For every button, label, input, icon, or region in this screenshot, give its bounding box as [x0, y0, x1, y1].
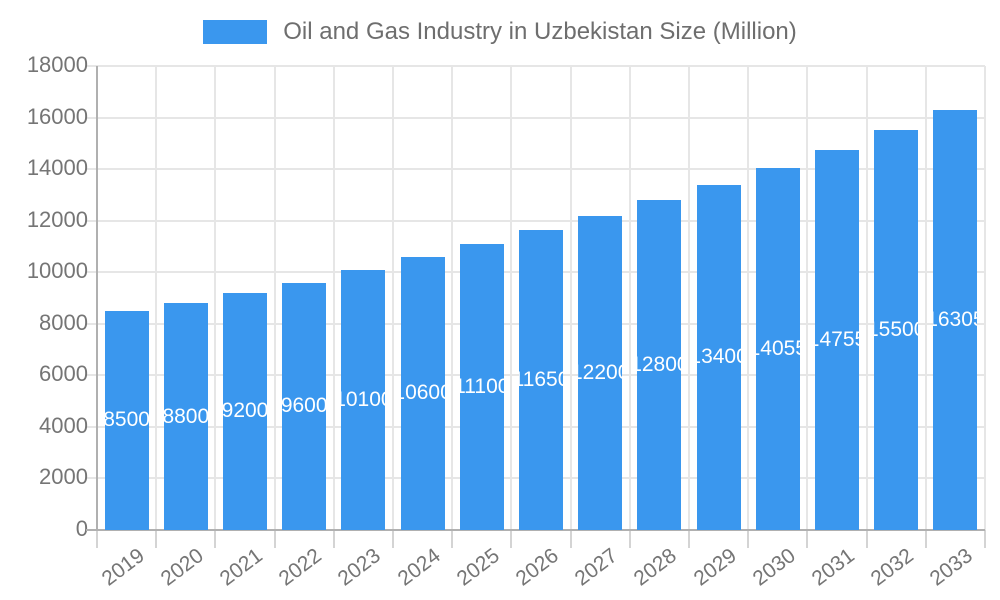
- y-axis-tick-label: 8000: [39, 309, 88, 335]
- x-gridline: [747, 66, 750, 530]
- bar-value-label: 16305: [933, 307, 977, 331]
- x-axis-tick: [510, 530, 513, 548]
- y-axis-tick-label: 10000: [26, 258, 88, 284]
- bar-value-label: 9200: [223, 399, 267, 423]
- x-axis-line: [86, 529, 985, 531]
- bar[interactable]: 10100: [341, 269, 386, 530]
- y-gridline: [86, 65, 985, 67]
- y-gridline: [86, 116, 985, 119]
- x-axis-tick: [865, 530, 868, 548]
- x-gridline: [451, 66, 454, 530]
- x-axis-tick-label: 2021: [215, 544, 267, 591]
- x-axis-tick-label: 2029: [689, 544, 741, 591]
- bar-value-label: 15500: [874, 318, 918, 342]
- x-gridline: [688, 66, 690, 530]
- x-gridline: [214, 66, 217, 530]
- y-axis-tick-label: 16000: [26, 103, 88, 129]
- x-axis-tick: [747, 530, 750, 548]
- x-gridline: [924, 66, 927, 530]
- x-axis-tick: [688, 530, 690, 548]
- bar[interactable]: 9600: [282, 282, 327, 530]
- legend-item-series[interactable]: Oil and Gas Industry in Uzbekistan Size …: [203, 14, 797, 50]
- x-axis-tick: [96, 530, 98, 548]
- x-gridline: [510, 66, 513, 530]
- bar-value-label: 10100: [341, 387, 385, 411]
- y-axis-line: [96, 66, 98, 530]
- bar-value-label: 10600: [401, 381, 445, 405]
- y-axis-tick-label: 0: [75, 516, 88, 541]
- x-axis-tick-label: 2022: [274, 544, 327, 591]
- bar[interactable]: 11650: [519, 229, 563, 530]
- x-axis-tick: [155, 530, 158, 548]
- y-gridline: [86, 168, 985, 171]
- x-axis-tick-label: 2028: [630, 544, 682, 591]
- y-axis-tick-label: 12000: [26, 206, 88, 232]
- x-axis-tick: [273, 530, 276, 548]
- x-axis-tick-label: 2026: [511, 544, 563, 591]
- x-gridline: [865, 66, 868, 530]
- bar[interactable]: 15500: [874, 130, 919, 530]
- x-gridline: [628, 66, 631, 530]
- y-gridline: [86, 219, 985, 222]
- x-axis-tick-label: 2031: [807, 544, 859, 591]
- x-axis-tick-label: 2023: [334, 544, 386, 591]
- x-axis-tick: [451, 530, 454, 548]
- bar-value-label: 8500: [104, 408, 149, 432]
- x-axis-tick: [984, 530, 986, 548]
- bar[interactable]: 12800: [637, 200, 682, 530]
- x-axis-tick-label: 2019: [97, 544, 149, 591]
- bar-value-label: 11100: [460, 374, 504, 398]
- x-gridline: [392, 66, 394, 530]
- bar[interactable]: 9200: [223, 292, 267, 530]
- y-axis-tick-label: 18000: [26, 52, 88, 77]
- x-axis-tick: [332, 530, 335, 548]
- x-gridline: [332, 66, 335, 530]
- x-axis-tick-label: 2025: [452, 544, 504, 591]
- y-axis-tick-label: 4000: [39, 412, 88, 438]
- x-gridline: [984, 66, 986, 530]
- bar[interactable]: 13400: [696, 184, 741, 530]
- bar[interactable]: 10600: [400, 256, 445, 530]
- bar[interactable]: 16305: [933, 109, 978, 530]
- x-axis-tick-label: 2032: [866, 544, 919, 591]
- bar-value-label: 14755: [815, 327, 859, 351]
- x-gridline: [569, 66, 572, 530]
- y-axis-tick-label: 6000: [39, 361, 88, 387]
- bar-value-label: 12200: [578, 360, 622, 384]
- x-gridline: [273, 66, 276, 530]
- bar[interactable]: 8500: [104, 310, 149, 530]
- x-axis-tick: [924, 530, 927, 548]
- chart-title: Oil and Gas Industry in Uzbekistan Size …: [283, 18, 797, 45]
- bar[interactable]: 12200: [578, 215, 623, 530]
- bar-value-label: 8800: [163, 404, 208, 428]
- x-gridline: [155, 66, 158, 530]
- bar-value-label: 9600: [282, 394, 327, 418]
- bar[interactable]: 8800: [163, 303, 208, 530]
- bar-value-label: 14055: [756, 336, 800, 360]
- bar-value-label: 12800: [637, 353, 681, 376]
- bar[interactable]: 14055: [755, 167, 800, 530]
- chart-legend: Oil and Gas Industry in Uzbekistan Size …: [0, 14, 1000, 50]
- x-axis-tick-label: 2033: [926, 544, 978, 591]
- bar-value-label: 13400: [697, 345, 741, 369]
- legend-swatch-icon: [203, 20, 268, 44]
- x-axis-tick-label: 2020: [156, 544, 208, 591]
- x-axis-tick: [392, 530, 394, 548]
- y-axis-tick-label: 2000: [39, 464, 88, 490]
- x-axis-tick: [806, 530, 809, 548]
- x-axis-tick-label: 2027: [570, 544, 623, 591]
- bar-value-label: 11650: [519, 367, 563, 391]
- bar[interactable]: 14755: [815, 149, 859, 530]
- x-axis-tick: [214, 530, 217, 548]
- x-axis-tick-label: 2030: [748, 544, 800, 591]
- x-axis-tick: [628, 530, 631, 548]
- x-gridline: [806, 66, 809, 530]
- x-axis-tick: [569, 530, 572, 548]
- y-axis-tick-label: 14000: [26, 155, 88, 181]
- x-axis-tick-label: 2024: [393, 544, 445, 591]
- bar[interactable]: 11100: [459, 243, 504, 530]
